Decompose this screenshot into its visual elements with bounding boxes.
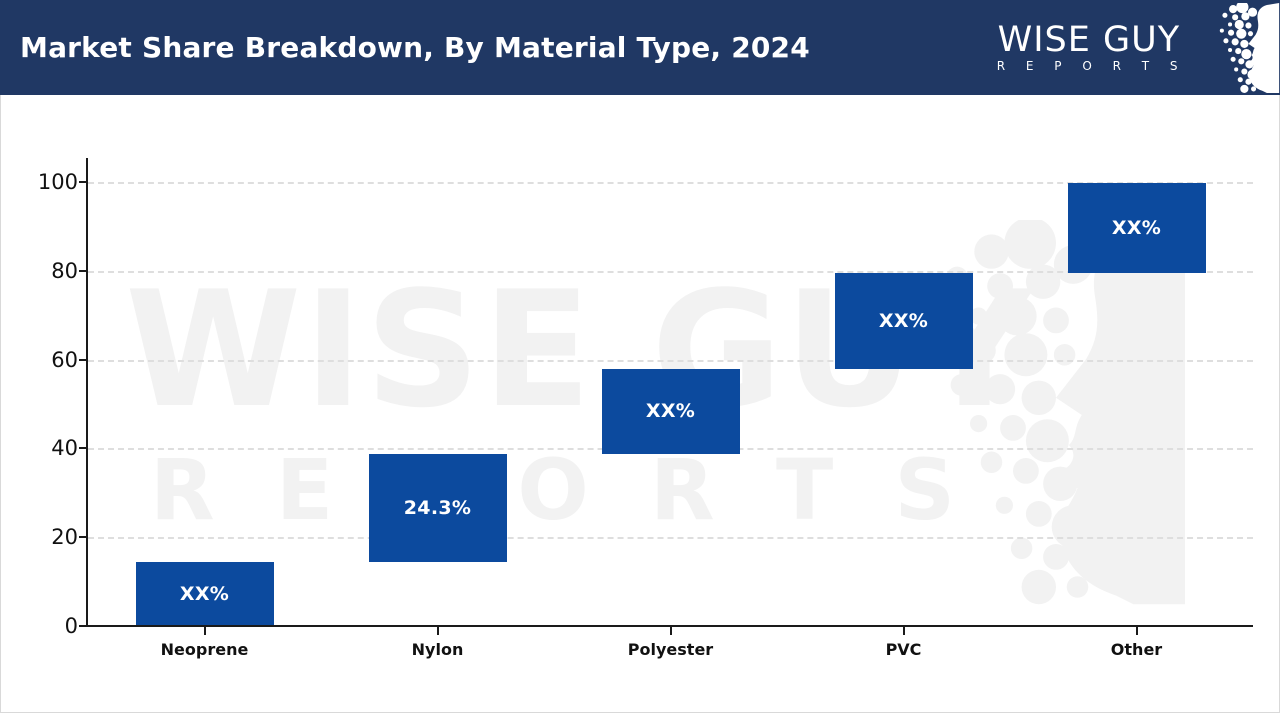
- bar-value-label-pvc: XX%: [878, 309, 929, 332]
- y-tick-label-20: 20: [51, 525, 78, 550]
- x-tick-mark-nylon: [436, 627, 439, 635]
- bar-neoprene: XX%: [135, 561, 274, 626]
- y-tick-label-60: 60: [51, 347, 78, 372]
- bar-pvc: XX%: [834, 273, 973, 369]
- x-tick-label-polyester: Polyester: [627, 640, 714, 659]
- y-tick-label-80: 80: [51, 258, 78, 283]
- bar-polyester: XX%: [601, 368, 740, 454]
- bar-other: XX%: [1067, 183, 1206, 274]
- y-tick-label-0: 0: [64, 614, 78, 638]
- y-tick-mark-0: [79, 625, 87, 627]
- brand-logo-text: WISE GUY R E P O R T S: [992, 19, 1186, 74]
- x-tick-mark-pvc: [902, 627, 905, 635]
- brand-logo-line2: R E P O R T S: [996, 59, 1186, 74]
- gridline-100: [88, 182, 1253, 185]
- watermark-face-icon: [935, 220, 1185, 605]
- x-tick-label-nylon: Nylon: [411, 640, 464, 659]
- x-axis-line: [86, 625, 1253, 627]
- gridline-60: [88, 359, 1253, 362]
- logo-face-icon: [1219, 2, 1280, 93]
- y-tick-mark-100: [79, 181, 87, 184]
- bar-value-label-nylon: 24.3%: [403, 496, 472, 519]
- y-tick-label-40: 40: [51, 436, 78, 461]
- bar-value-label-other: XX%: [1111, 217, 1162, 240]
- x-tick-label-pvc: PVC: [885, 640, 922, 659]
- x-tick-mark-polyester: [669, 627, 672, 635]
- brand-logo-line1: WISE GUY: [997, 19, 1181, 60]
- y-tick-mark-40: [79, 447, 87, 450]
- gridline-20: [88, 537, 1253, 540]
- header-bar: Market Share Breakdown, By Material Type…: [0, 0, 1280, 95]
- watermark-text-line2: R E P O R T S: [150, 441, 971, 539]
- y-tick-mark-80: [79, 269, 87, 272]
- brand-logo: WISE GUY R E P O R T S: [992, 0, 1280, 95]
- bar-value-label-polyester: XX%: [645, 400, 696, 423]
- x-tick-label-other: Other: [1110, 640, 1163, 659]
- bar-value-label-neoprene: XX%: [179, 582, 230, 605]
- bar-nylon: 24.3%: [368, 453, 507, 562]
- x-tick-mark-neoprene: [203, 627, 206, 635]
- x-tick-mark-other: [1135, 627, 1138, 635]
- y-tick-label-100: 100: [37, 170, 78, 195]
- waterfall-chart-plot-area: XX% 24.3% XX% XX% XX%: [88, 160, 1253, 626]
- page-title: Market Share Breakdown, By Material Type…: [20, 31, 810, 64]
- y-axis-line: [86, 158, 88, 627]
- y-tick-mark-20: [79, 536, 87, 539]
- gridline-80: [88, 270, 1253, 273]
- y-tick-mark-60: [79, 358, 87, 361]
- x-tick-label-neoprene: Neoprene: [160, 640, 249, 659]
